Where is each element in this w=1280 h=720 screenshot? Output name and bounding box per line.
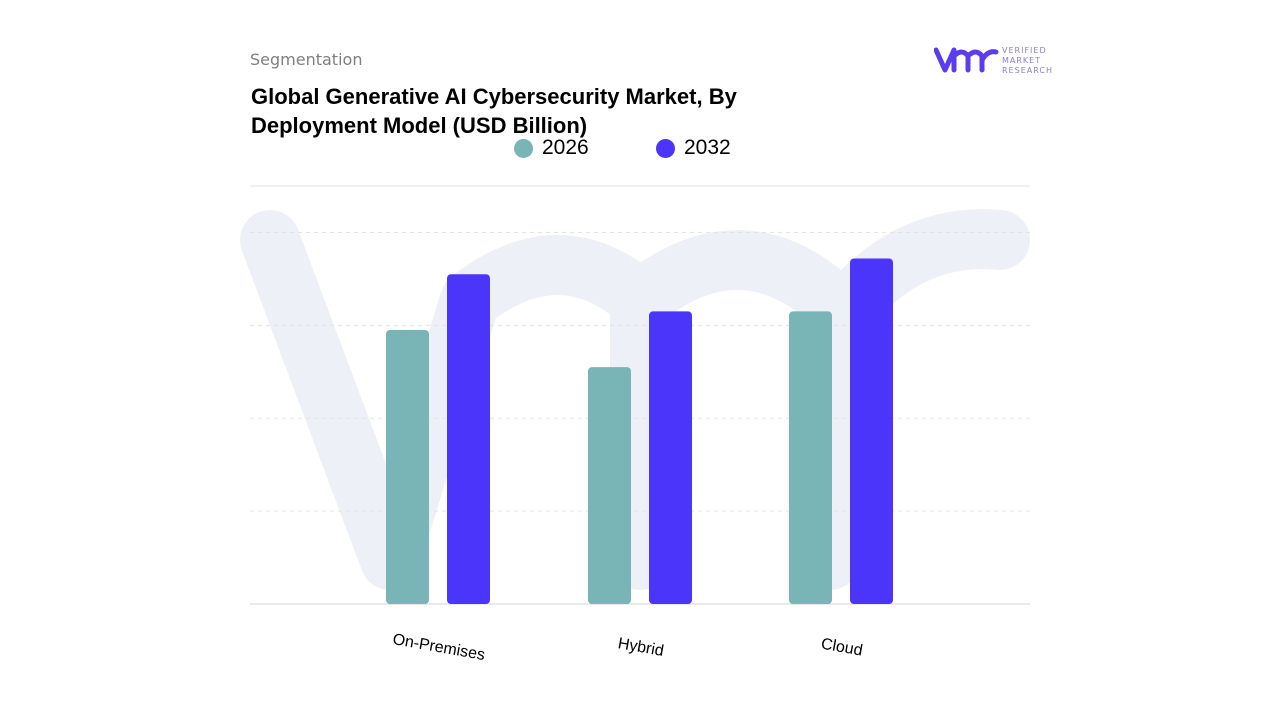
- chart-title: Global Generative AI Cybersecurity Marke…: [251, 84, 737, 138]
- legend-swatch-2032: [656, 138, 675, 158]
- brand-line-3: RESEARCH: [1002, 66, 1053, 75]
- label-layer: On-Premises Hybrid Cloud: [391, 631, 864, 664]
- bar-hybrid-2026[interactable]: [588, 367, 631, 604]
- x-tick-label-cloud: Cloud: [820, 636, 864, 660]
- bar-hybrid-2032[interactable]: [649, 311, 692, 604]
- brand-line-1: VERIFIED: [1002, 46, 1047, 55]
- x-tick-label-on-premises: On-Premises: [391, 631, 486, 664]
- legend-item-2026[interactable]: 2026: [514, 136, 589, 160]
- legend-label-2032: 2032: [684, 136, 731, 159]
- section-label: Segmentation: [250, 50, 363, 69]
- brand-logo-mark: [934, 47, 999, 73]
- legend-item-2032[interactable]: 2032: [656, 136, 731, 160]
- legend-label-2026: 2026: [542, 136, 589, 159]
- legend-swatch-2026: [514, 138, 533, 158]
- bar-on-premises-2026[interactable]: [386, 329, 429, 604]
- x-tick-label-hybrid: Hybrid: [617, 635, 665, 660]
- grid-layer: [250, 185, 1030, 605]
- bar-layer: [386, 258, 893, 604]
- bar-cloud-2026[interactable]: [789, 311, 832, 604]
- brand-logo: VERIFIED MARKET RESEARCH: [934, 46, 1053, 75]
- brand-line-2: MARKET: [1002, 56, 1041, 65]
- bar-cloud-2032[interactable]: [850, 258, 893, 604]
- bar-on-premises-2032[interactable]: [447, 274, 490, 604]
